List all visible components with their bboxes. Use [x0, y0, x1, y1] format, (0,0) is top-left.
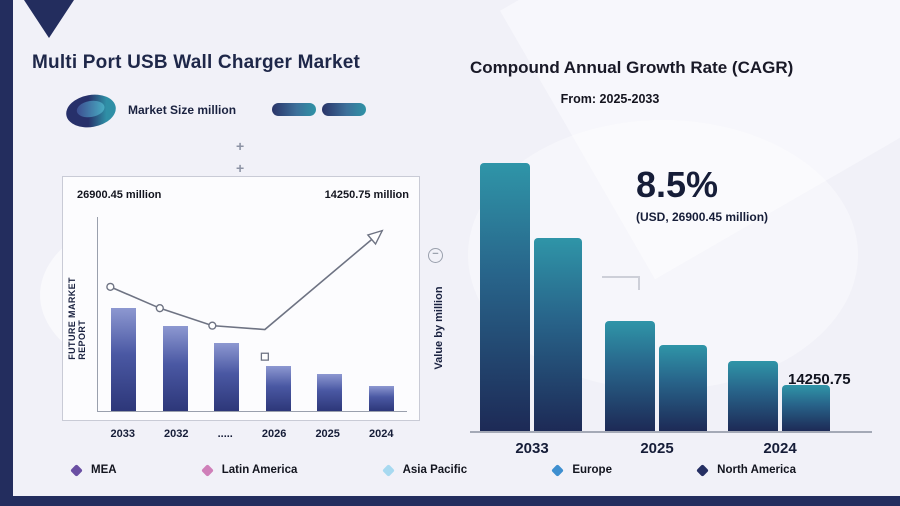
cagr-x-label-2025: 2025: [640, 440, 674, 457]
legend-label: Asia Pacific: [402, 464, 468, 476]
market-size-bar-2024: [368, 385, 394, 411]
cagr-x-label-2033: 2033: [515, 440, 549, 457]
cylinder-highlight: [75, 98, 106, 120]
legend-diamond-icon: [70, 463, 83, 477]
y-axis-label: FUTURE MARKET REPORT: [67, 276, 87, 360]
x-axis-label: 2025: [315, 428, 340, 440]
arrow-head-icon: [366, 229, 384, 246]
cagr-x-axis-labels: 2033 2025 2024: [470, 440, 872, 460]
legend-item-europe: Europe: [551, 463, 612, 477]
line-marker-circle: [106, 282, 115, 291]
legend-item-latin-america: Latin America: [200, 463, 298, 477]
cagr-bar-2025-2: [659, 345, 707, 431]
page-title: Multi Port USB Wall Charger Market: [32, 52, 361, 73]
gradient-pill-icon: [272, 103, 316, 116]
minus-circle-icon: −: [428, 248, 443, 263]
x-axis-label: .....: [217, 428, 233, 440]
cagr-bar-group-2033: [480, 163, 582, 431]
market-size-bar-2032: [162, 325, 188, 411]
step-decoration: [602, 276, 640, 290]
market-size-chart: 26900.45 million 14250.75 million FUTURE…: [62, 176, 420, 440]
cagr-block: 8.5% (USD, 26900.45 million): [636, 164, 768, 224]
cagr-chart: [470, 148, 872, 433]
legend-item-north-america: North America: [696, 463, 796, 477]
frame-left-bar: [0, 0, 13, 506]
cagr-value: 8.5%: [636, 164, 719, 205]
legend-diamond-icon: [200, 463, 214, 477]
cagr-bar-2024-1: [728, 361, 778, 431]
value-label-2024: 14250.75: [788, 371, 851, 388]
cagr-subtitle: From: 2025-2033: [560, 92, 660, 106]
plus-icon: +: [236, 160, 245, 176]
chart-frame: 26900.45 million 14250.75 million FUTURE…: [62, 176, 420, 421]
cagr-x-label-2024: 2024: [763, 440, 797, 457]
legend-label: MEA: [91, 464, 117, 476]
line-marker-circle: [155, 304, 164, 313]
cagr-bar-2024-2: [782, 385, 830, 431]
trend-arrow-line: [106, 229, 384, 361]
plot-area: [97, 217, 407, 412]
legend-label: North America: [717, 464, 796, 476]
market-size-legend-label: Market Size million: [128, 103, 237, 117]
cagr-bar-2033-1: [480, 163, 530, 431]
line-marker-square: [260, 352, 269, 361]
cagr-bar-group-2025: [605, 321, 707, 431]
region-legend: MEA Latin America Asia Pacific Europe North …: [70, 463, 796, 477]
market-size-bar-.....: [214, 343, 240, 411]
market-size-bar-2033: [111, 308, 137, 411]
cagr-bar-2025-1: [605, 321, 655, 431]
cagr-title: Compound Annual Growth Rate (CAGR): [470, 58, 794, 77]
market-size-bar-2026: [265, 366, 291, 411]
x-axis-label: 2024: [368, 428, 394, 440]
value-axis-label: Value by million: [433, 286, 445, 370]
legend-label: Latin America: [221, 464, 298, 476]
plus-icon: +: [236, 138, 245, 154]
legend-item-mea: MEA: [70, 463, 117, 477]
cylinder-icon: [63, 90, 119, 132]
x-axis-label: 2033: [110, 428, 135, 440]
top-triangle-decoration: [24, 0, 74, 38]
frame-bottom-bar: [0, 496, 900, 506]
line-marker-circle: [208, 321, 217, 330]
annotation-left-value: 26900.45 million: [77, 189, 162, 201]
annotation-right-value: 14250.75 million: [324, 189, 409, 201]
x-axis-label: 2026: [261, 428, 287, 440]
gradient-pill-icon: [322, 103, 366, 116]
legend-diamond-icon: [551, 463, 565, 477]
legend-diamond-icon: [381, 463, 395, 477]
legend-label: Europe: [572, 464, 612, 476]
x-axis-label: 2032: [164, 428, 189, 440]
legend-item-asia-pacific: Asia Pacific: [381, 463, 468, 477]
legend-diamond-icon: [696, 463, 710, 477]
cagr-bar-2033-2: [534, 238, 582, 431]
cagr-bar-group-2024: [728, 361, 830, 431]
x-axis-labels: 2033 2032..... 2026 2025 2024: [96, 428, 408, 440]
market-size-bar-2025: [317, 374, 343, 411]
cagr-note: (USD, 26900.45 million): [636, 210, 769, 224]
